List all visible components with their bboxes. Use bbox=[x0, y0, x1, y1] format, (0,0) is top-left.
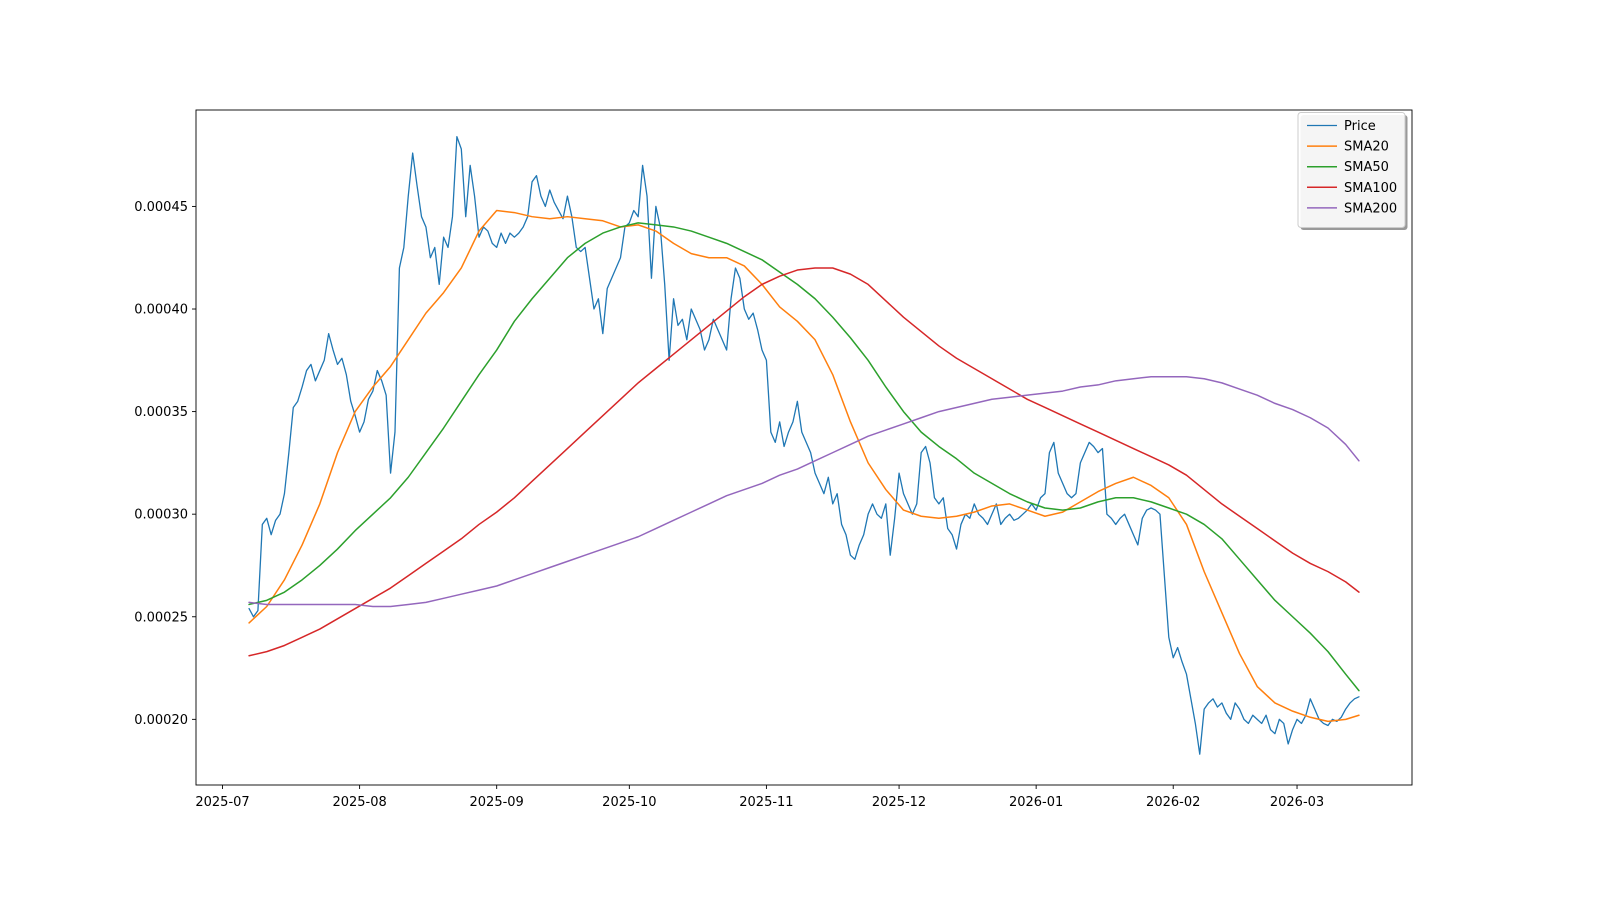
legend-frame bbox=[1297, 112, 1406, 228]
series-line-sma50 bbox=[248, 222, 1360, 692]
x-tick-label-2025-11: 2025-11 bbox=[739, 795, 793, 810]
x-tick-label-2026-03: 2026-03 bbox=[1270, 795, 1324, 810]
x-tick-label-2025-07: 2025-07 bbox=[195, 795, 249, 810]
y-tick-label-0-00035: 0.00035 bbox=[134, 405, 188, 420]
legend: Price SMA20 SMA50 SMA100 SMA200 bbox=[1297, 112, 1408, 230]
y-axis: 0.00020 0.00025 0.00030 0.00035 0.00040 0.000… bbox=[134, 200, 196, 728]
x-tick-label-2025-12: 2025-12 bbox=[872, 795, 926, 810]
legend-label-sma100: SMA100 bbox=[1344, 181, 1397, 196]
y-tick-label-0-00025: 0.00025 bbox=[134, 610, 188, 625]
series-line-sma200 bbox=[248, 375, 1360, 608]
legend-label-sma200: SMA200 bbox=[1344, 201, 1397, 216]
x-tick-label-2025-09: 2025-09 bbox=[470, 795, 524, 810]
legend-item-sma100: SMA100 bbox=[1307, 181, 1397, 196]
x-tick-label-2025-08: 2025-08 bbox=[332, 795, 386, 810]
legend-item-price: Price bbox=[1307, 119, 1376, 134]
legend-label-sma20: SMA20 bbox=[1344, 140, 1389, 155]
y-tick-label-0-00030: 0.00030 bbox=[134, 508, 188, 523]
x-tick-label-2026-02: 2026-02 bbox=[1146, 795, 1200, 810]
y-tick-label-0-00040: 0.00040 bbox=[134, 303, 188, 318]
legend-item-sma200: SMA200 bbox=[1307, 201, 1397, 216]
x-tick-label-2026-01: 2026-01 bbox=[1009, 795, 1063, 810]
legend-item-sma50: SMA50 bbox=[1307, 160, 1389, 175]
x-axis: 2025-07 2025-08 2025-09 2025-10 2025-11 2025-… bbox=[195, 785, 1324, 810]
y-tick-label-0-00045: 0.00045 bbox=[134, 200, 188, 215]
legend-item-sma20: SMA20 bbox=[1307, 140, 1389, 155]
y-tick-label-0-00020: 0.00020 bbox=[134, 713, 188, 728]
plot-area bbox=[196, 110, 1412, 785]
x-tick-label-2025-10: 2025-10 bbox=[602, 795, 656, 810]
legend-label-sma50: SMA50 bbox=[1344, 160, 1389, 175]
series-lines bbox=[248, 136, 1360, 755]
legend-label-price: Price bbox=[1344, 119, 1376, 134]
series-line-price bbox=[248, 136, 1360, 755]
series-line-sma100 bbox=[248, 267, 1360, 657]
axes-spines bbox=[195, 109, 1413, 786]
